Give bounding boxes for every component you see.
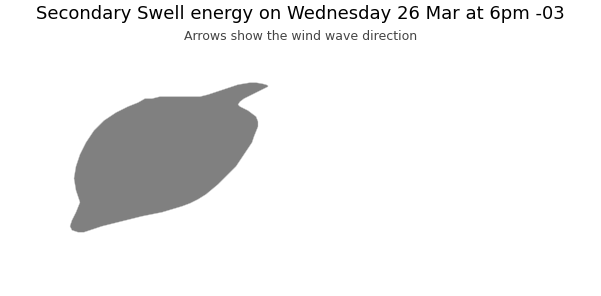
Text: Secondary Swell energy on Wednesday 26 Mar at 6pm -03: Secondary Swell energy on Wednesday 26 M… (36, 5, 565, 23)
Polygon shape (70, 83, 268, 232)
Text: Arrows show the wind wave direction: Arrows show the wind wave direction (184, 30, 417, 43)
